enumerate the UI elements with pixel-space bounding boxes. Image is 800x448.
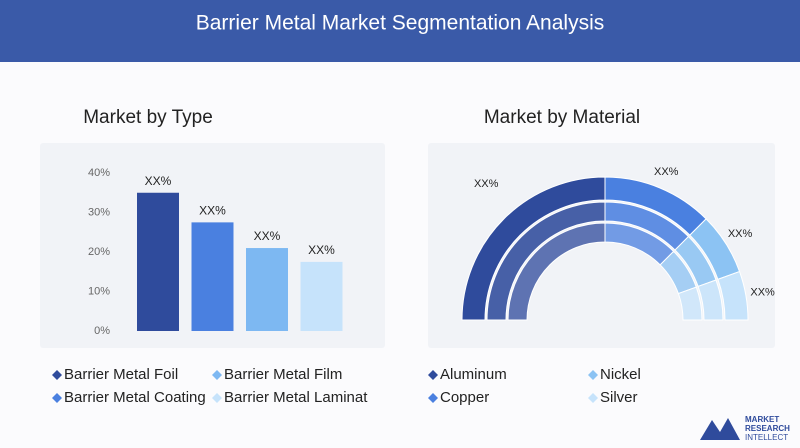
legend-label: Barrier Metal Film — [224, 366, 342, 383]
header-band — [0, 0, 800, 62]
donut-segment — [717, 270, 749, 321]
y-tick-label: 30% — [88, 206, 110, 218]
legend-label: Barrier Metal Coating — [64, 389, 206, 406]
logo-text: RESEARCH — [745, 424, 790, 433]
y-tick-label: 20% — [88, 246, 110, 258]
y-tick-label: 10% — [88, 285, 110, 297]
legend-marker — [428, 370, 438, 380]
legend-label: Aluminum — [440, 366, 507, 383]
legend-label: Silver — [600, 389, 638, 406]
legend-marker — [52, 393, 62, 403]
bar — [137, 192, 179, 331]
value-label: XX% — [654, 166, 679, 178]
legend-marker — [212, 393, 222, 403]
legend-label: Nickel — [600, 366, 641, 383]
value-label: XX% — [750, 286, 775, 298]
header-title: Barrier Metal Market Segmentation Analys… — [196, 12, 605, 35]
legend-marker — [212, 370, 222, 380]
donut-segment — [697, 279, 724, 321]
legend-label: Barrier Metal Foil — [64, 366, 178, 383]
logo-icon — [700, 418, 740, 440]
logo-text: INTELLECT — [745, 433, 788, 442]
donut-segment — [677, 286, 703, 321]
logo: MARKET RESEARCH INTELLECT — [700, 415, 790, 442]
y-tick-label: 0% — [94, 325, 110, 337]
legend-marker — [588, 393, 598, 403]
value-label: XX% — [199, 204, 226, 218]
value-label: XX% — [308, 243, 335, 257]
bar — [300, 261, 343, 331]
legend-label: Barrier Metal Laminat — [224, 389, 368, 406]
legend-marker — [428, 393, 438, 403]
value-label: XX% — [145, 174, 172, 188]
bar — [246, 248, 288, 331]
legend-marker — [588, 370, 598, 380]
bar — [191, 222, 234, 331]
y-tick-label: 40% — [88, 167, 110, 179]
legend-label: Copper — [440, 389, 489, 406]
chart-title: Market by Type — [83, 107, 213, 128]
chart-title: Market by Material — [484, 107, 640, 128]
logo-text: MARKET — [745, 415, 779, 424]
value-label: XX% — [728, 228, 753, 240]
value-label: XX% — [254, 229, 281, 243]
legend-marker — [52, 370, 62, 380]
value-label: XX% — [474, 178, 499, 190]
